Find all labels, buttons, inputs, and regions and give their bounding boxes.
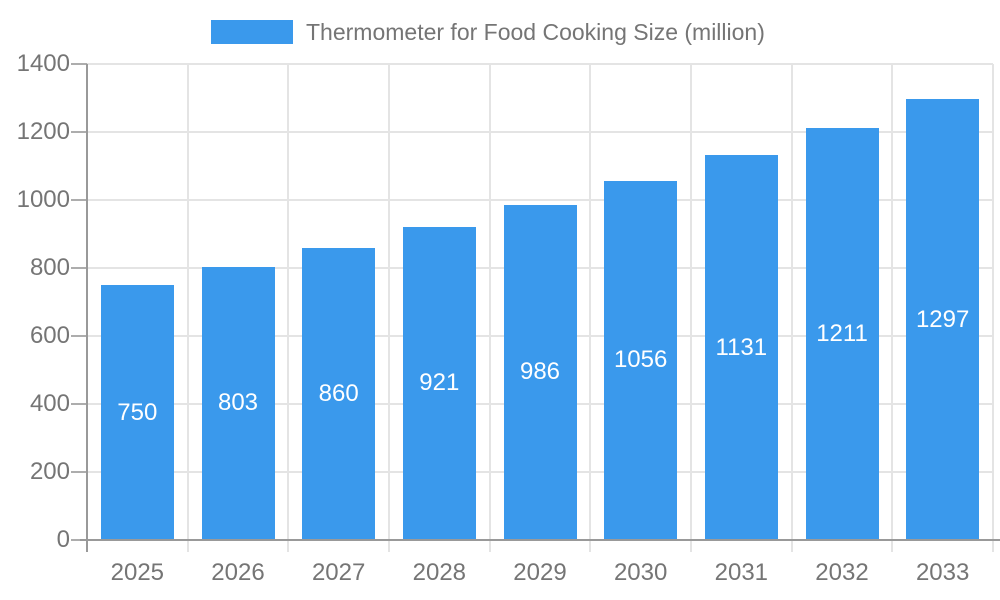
y-axis-tick-label: 600: [29, 322, 70, 349]
bar-2033[interactable]: 1297: [906, 99, 980, 540]
bar-2028[interactable]: 921: [402, 226, 476, 540]
bar-value-label: 803: [217, 389, 259, 417]
legend-item[interactable]: Thermometer for Food Cooking Size (milli…: [211, 17, 765, 47]
bar-value-label: 1056: [613, 346, 668, 374]
x-axis-tick-label: 2030: [613, 559, 668, 586]
bar-value-label: 1131: [715, 333, 768, 361]
x-axis-tick-label: 2028: [412, 559, 467, 586]
bar-value-label: 986: [519, 358, 561, 386]
y-axis-tick: [71, 63, 87, 65]
x-axis-tick-label: 2029: [513, 559, 567, 586]
grid-line-vertical: [589, 64, 592, 552]
x-axis-line: [80, 539, 1000, 541]
y-axis-tick: [71, 335, 87, 337]
grid-line-vertical: [790, 64, 793, 552]
bar-value-label: 750: [117, 398, 158, 426]
y-axis-line: [86, 64, 88, 552]
y-axis-tick: [71, 131, 87, 133]
y-axis-tick-label: 400: [29, 390, 70, 417]
bar-2027[interactable]: 860: [302, 247, 376, 540]
grid-line-vertical: [488, 64, 491, 552]
bar-2026[interactable]: 803: [201, 266, 275, 540]
bar-value-label: 860: [318, 379, 359, 407]
grid-line-vertical: [891, 64, 894, 552]
grid-line-vertical: [992, 64, 994, 552]
bar-2031[interactable]: 1131: [704, 155, 778, 540]
bar-value-label: 1297: [915, 305, 970, 333]
grid-line-vertical: [287, 64, 290, 552]
legend-swatch: [211, 20, 293, 44]
y-axis-tick-label: 800: [29, 254, 70, 281]
bar-2030[interactable]: 1056: [604, 180, 678, 540]
grid-line-vertical: [388, 64, 390, 552]
x-axis-tick-label: 2026: [211, 559, 265, 586]
y-axis-tick-label: 1000: [16, 186, 70, 213]
x-axis-tick-label: 2031: [714, 559, 769, 586]
legend-label: Thermometer for Food Cooking Size (milli…: [306, 19, 765, 45]
y-axis-tick-label: 200: [29, 458, 70, 485]
bar-2029[interactable]: 986: [503, 204, 577, 540]
grid-line-vertical: [690, 64, 692, 552]
y-axis-tick-label: 1400: [16, 50, 70, 77]
y-axis-tick: [71, 199, 87, 201]
y-axis-tick: [71, 539, 87, 541]
x-axis-tick-label: 2027: [311, 559, 366, 586]
bar-2025[interactable]: 750: [100, 285, 174, 540]
grid-line-horizontal: [87, 63, 993, 65]
y-axis-tick: [71, 267, 87, 269]
bar-value-label: 921: [419, 369, 460, 397]
y-axis-tick-label: 1200: [16, 118, 70, 145]
x-axis-tick-label: 2033: [915, 559, 970, 586]
x-axis-tick-label: 2025: [110, 559, 165, 586]
grid-line-horizontal: [87, 131, 993, 133]
x-axis-tick-label: 2032: [815, 559, 869, 586]
y-axis-tick-label: 0: [56, 526, 70, 553]
y-axis-tick: [71, 403, 87, 405]
grid-line-vertical: [186, 64, 189, 552]
y-axis-tick: [71, 471, 87, 473]
grid-line-horizontal: [87, 199, 993, 201]
bar-value-label: 1211: [816, 320, 868, 348]
bar-2032[interactable]: 1211: [805, 128, 879, 540]
